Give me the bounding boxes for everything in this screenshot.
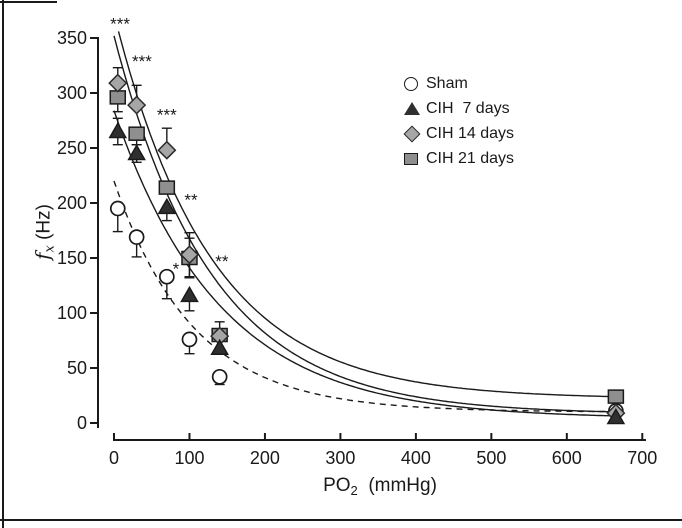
fit-curve-cih-14-days xyxy=(113,35,615,413)
y-axis-label-units: (Hz) xyxy=(33,204,55,246)
significance-annotation: ** xyxy=(184,190,198,209)
data-point-cih-21-days xyxy=(607,389,625,404)
data-point-cih-7-days xyxy=(157,197,177,215)
x-axis-label-subscript: 2 xyxy=(350,483,358,498)
data-point-cih-14-days xyxy=(127,95,147,115)
x-axis-label: PO2 (mmHg) xyxy=(323,475,437,498)
y-axis-label-symbol: f xyxy=(30,252,55,260)
legend-label: CIH 14 days xyxy=(426,124,515,142)
fit-curve-cih-7-days xyxy=(113,110,615,417)
data-point-cih-7-days xyxy=(180,285,199,303)
data-point-cih-7-days xyxy=(606,407,626,425)
y-tick-label: 0 xyxy=(77,413,87,433)
square-marker-icon xyxy=(404,152,426,165)
fit-curve-cih-21-days xyxy=(117,31,615,398)
data-point-cih-7-days xyxy=(108,121,128,139)
legend-item-cih-7-days: CIH 7 days xyxy=(404,96,514,121)
x-tick-label: 0 xyxy=(109,448,119,468)
y-axis-label: fx (Hz) xyxy=(30,204,58,260)
significance-annotation: *** xyxy=(110,14,130,33)
data-point-cih-14-days xyxy=(157,140,177,160)
data-point-cih-14-days xyxy=(179,245,200,265)
square-marker-glyph xyxy=(404,152,418,165)
figure-border-bottom xyxy=(0,519,682,521)
diamond-marker-icon xyxy=(403,125,426,142)
data-point-sham xyxy=(128,229,145,245)
circle-marker-icon xyxy=(404,76,426,91)
triangle-marker-glyph xyxy=(404,102,420,115)
legend-item-cih-21-days: CIH 21 days xyxy=(404,146,514,171)
y-tick-label: 50 xyxy=(67,358,87,378)
significance-annotation: *** xyxy=(157,106,177,125)
y-tick-label: 100 xyxy=(57,303,87,323)
legend-label: CIH 21 days xyxy=(426,149,515,167)
data-point-sham xyxy=(211,368,228,385)
legend-label: Sham xyxy=(426,74,468,92)
data-point-sham xyxy=(109,200,126,217)
data-point-cih-21-days xyxy=(109,90,127,105)
legend-label: CIH 7 days xyxy=(426,99,510,117)
data-point-sham xyxy=(181,331,198,348)
significance-annotation: * xyxy=(173,260,180,279)
x-tick-label: 200 xyxy=(250,448,280,468)
y-tick-label: 350 xyxy=(57,28,87,48)
triangle-marker-icon xyxy=(404,102,426,115)
y-tick-label: 250 xyxy=(57,138,87,158)
legend-item-cih-14-days: CIH 14 days xyxy=(403,121,515,146)
x-axis-label-units: (mmHg) xyxy=(357,475,437,496)
data-point-sham xyxy=(158,268,175,285)
x-tick-label: 300 xyxy=(325,448,355,468)
x-tick-label: 100 xyxy=(174,448,204,468)
data-point-cih-21-days xyxy=(128,126,145,141)
diamond-marker-glyph xyxy=(403,125,421,142)
data-point-cih-14-days xyxy=(108,73,128,93)
y-tick-label: 300 xyxy=(57,83,87,103)
x-tick-label: 500 xyxy=(476,448,506,468)
x-tick-label: 400 xyxy=(401,448,431,468)
x-axis-label-symbol: PO xyxy=(323,475,351,496)
legend: Sham CIH 7 days CIH 14 days CIH 21 days xyxy=(403,71,515,171)
x-tick-label: 600 xyxy=(552,448,582,468)
data-point-cih-7-days xyxy=(127,143,146,161)
significance-annotation: *** xyxy=(132,52,152,71)
y-tick-label: 150 xyxy=(57,248,87,268)
circle-marker-glyph xyxy=(404,76,418,91)
figure-border-top xyxy=(0,1,57,3)
y-tick-label: 200 xyxy=(57,193,87,213)
data-point-cih-21-days xyxy=(158,180,176,195)
figure-border-left xyxy=(2,0,4,528)
data-point-cih-7-days xyxy=(210,338,229,355)
x-tick-label: 700 xyxy=(627,448,657,468)
significance-annotation: ** xyxy=(215,252,229,271)
legend-item-sham: Sham xyxy=(404,71,514,96)
y-axis-label-subscript: x xyxy=(42,245,58,253)
